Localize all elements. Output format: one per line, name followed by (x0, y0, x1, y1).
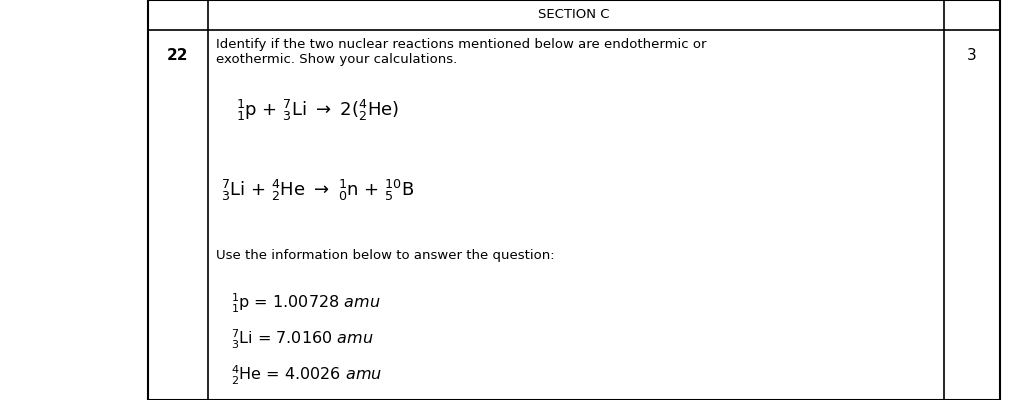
Text: 3: 3 (967, 48, 977, 63)
Text: Use the information below to answer the question:: Use the information below to answer the … (216, 248, 555, 262)
Text: ${}^{1}_{1}$p + ${}^{7}_{3}$Li $\rightarrow$ 2(${}^{4}_{2}$He): ${}^{1}_{1}$p + ${}^{7}_{3}$Li $\rightar… (236, 98, 399, 122)
Text: ${}^{7}_{3}$Li + ${}^{4}_{2}$He $\rightarrow$ ${}^{1}_{0}$n + ${}^{10}_{5}$B: ${}^{7}_{3}$Li + ${}^{4}_{2}$He $\righta… (221, 178, 415, 202)
Text: 22: 22 (167, 48, 188, 63)
Text: Identify if the two nuclear reactions mentioned below are endothermic or
exother: Identify if the two nuclear reactions me… (216, 38, 707, 66)
Text: ${}^{4}_{2}$He = 4.0026 $\it{amu}$: ${}^{4}_{2}$He = 4.0026 $\it{amu}$ (231, 363, 382, 386)
Text: ${}^{7}_{3}$Li = 7.0160 $\it{amu}$: ${}^{7}_{3}$Li = 7.0160 $\it{amu}$ (231, 327, 374, 350)
Text: SECTION C: SECTION C (539, 8, 609, 22)
Text: ${}^{1}_{1}$p = 1.00728 $\it{amu}$: ${}^{1}_{1}$p = 1.00728 $\it{amu}$ (231, 291, 381, 314)
Bar (148, 0, 1000, 400)
Text: ${}^{1}_{0}$n = 1.0087 $\it{amu}$: ${}^{1}_{0}$n = 1.0087 $\it{amu}$ (231, 399, 371, 400)
